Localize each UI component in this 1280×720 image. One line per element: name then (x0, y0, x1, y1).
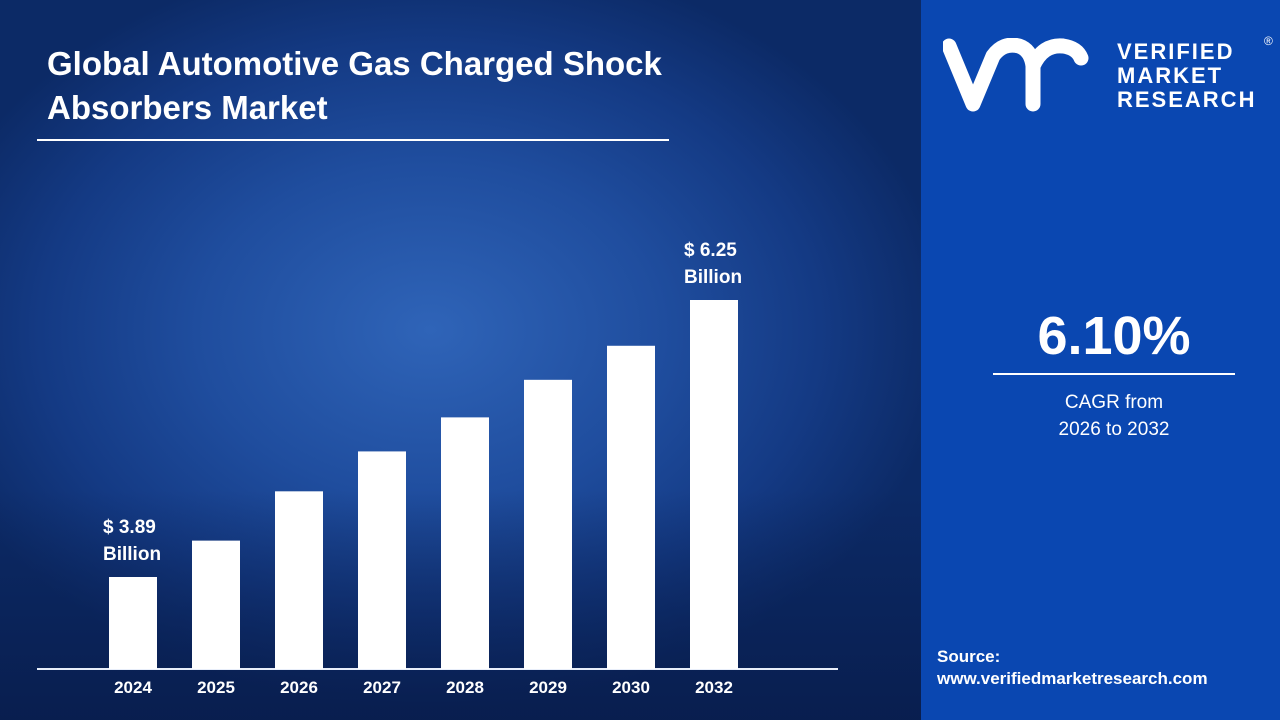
source-label: Source: (937, 647, 1001, 666)
x-tick-label: 2024 (114, 678, 152, 697)
vmr-logo-icon (943, 38, 1089, 112)
data-label-first: $ 3.89 (103, 517, 156, 538)
data-label-last: $ 6.25 (684, 240, 737, 261)
bar-2024 (109, 577, 157, 669)
cagr-divider (993, 373, 1235, 375)
bar-chart: 2024 2025 2026 2027 2028 2029 2030 2032 $ 3.89 Bi… (37, 240, 838, 697)
bar-2025 (192, 540, 240, 669)
cagr-value: 6.10% (1037, 306, 1191, 366)
x-tick-label: 2026 (280, 678, 318, 697)
title-divider (37, 139, 669, 141)
bar-2032 (690, 300, 738, 669)
chart-title: Global Automotive Gas Charged Shock Abso… (47, 45, 662, 126)
x-tick-label: 2025 (197, 678, 235, 697)
x-tick-label: 2032 (695, 678, 733, 697)
cagr-label-line: 2026 to 2032 (1058, 419, 1170, 440)
registered-mark: ® (1264, 34, 1273, 48)
bar-2030 (607, 345, 655, 669)
source: Source: www.verifiedmarketresearch.com (937, 646, 1277, 690)
source-url[interactable]: www.verifiedmarketresearch.com (937, 669, 1208, 688)
data-label-first: Billion (103, 544, 161, 565)
data-label-last: Billion (684, 267, 742, 288)
cagr-label: CAGR from 2026 to 2032 (993, 389, 1235, 443)
x-tick-label: 2030 (612, 678, 650, 697)
bar-2027 (358, 451, 406, 669)
side-panel: VERIFIED MARKET RESEARCH (921, 0, 1280, 720)
brand-line: VERIFIED (1117, 39, 1235, 64)
x-tick-label: 2029 (529, 678, 567, 697)
brand-line: MARKET (1117, 63, 1224, 88)
bar-2026 (275, 491, 323, 669)
brand-name: VERIFIED MARKET RESEARCH (1117, 40, 1256, 112)
x-tick-label: 2028 (446, 678, 484, 697)
bar-2028 (441, 417, 489, 669)
cagr-label-line: CAGR from (1064, 392, 1164, 413)
bar-2029 (524, 379, 572, 669)
brand-line: RESEARCH (1117, 87, 1257, 112)
x-tick-label: 2027 (363, 678, 401, 697)
